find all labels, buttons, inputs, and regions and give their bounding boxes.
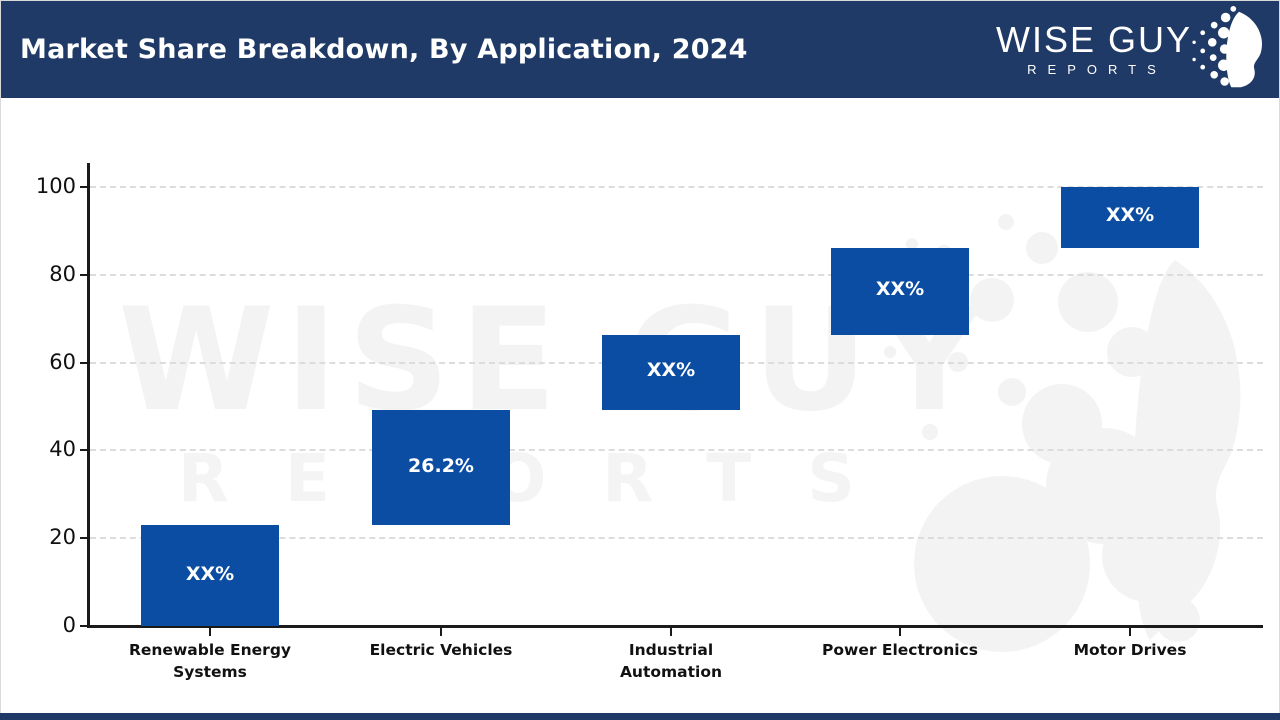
gridline-100: [90, 186, 1263, 188]
y-tick-mark-20: [80, 537, 88, 540]
bar-2: [372, 410, 510, 526]
header-bar: Market Share Breakdown, By Application, …: [0, 0, 1280, 98]
category-label-5: Motor Drives: [1073, 641, 1187, 659]
bar-5: [1061, 187, 1199, 248]
x-tick-mark-1: [209, 628, 211, 636]
page-title: Market Share Breakdown, By Application, …: [20, 33, 748, 65]
y-tick-label-60: 60: [49, 349, 76, 374]
gridline-80: [90, 273, 1263, 276]
x-axis-line: [87, 625, 1263, 628]
logo-head-icon: [1192, 6, 1263, 88]
logo-text: WISE GUY REPORTS: [995, 19, 1192, 77]
y-tick-mark-0: [80, 625, 88, 627]
bar-value-label-4: XX%: [875, 278, 925, 301]
wise-guy-reports-logo: WISE GUY REPORTS: [996, 6, 1280, 92]
x-tick-mark-3: [670, 628, 672, 636]
y-tick-mark-100: [80, 186, 88, 188]
y-tick-mark-40: [80, 449, 88, 452]
y-tick-mark-80: [80, 273, 88, 276]
category-label-2: Electric Vehicles: [369, 641, 513, 659]
gridline-40: [90, 449, 1263, 452]
gridline-20: [90, 537, 1263, 540]
bar-value-label-5: XX%: [1105, 204, 1155, 227]
y-tick-label-40: 40: [49, 437, 76, 462]
logo-primary-text: WISE GUY: [995, 19, 1192, 60]
bar-value-label-2: 26.2%: [408, 454, 474, 477]
logo-secondary-text: REPORTS: [1027, 62, 1167, 77]
y-tick-mark-60: [80, 361, 88, 364]
bar-3: [602, 334, 740, 410]
footer-bar: [0, 713, 1280, 720]
y-tick-label-80: 80: [49, 261, 76, 286]
bar-1: [141, 525, 279, 626]
category-label-1: Renewable Energy Systems: [128, 641, 292, 681]
bar-value-label-3: XX%: [646, 359, 696, 382]
y-tick-label-100: 100: [35, 174, 76, 198]
x-tick-mark-5: [1129, 628, 1131, 636]
y-tick-label-20: 20: [49, 525, 76, 550]
bar-value-label-1: XX%: [185, 562, 235, 585]
y-axis-line: [87, 163, 90, 628]
category-label-4: Power Electronics: [822, 641, 978, 659]
y-tick-label-0: 0: [62, 613, 76, 637]
x-tick-mark-4: [899, 628, 901, 636]
category-label-3: Industrial Automation: [619, 641, 723, 681]
x-tick-mark-2: [440, 628, 442, 636]
